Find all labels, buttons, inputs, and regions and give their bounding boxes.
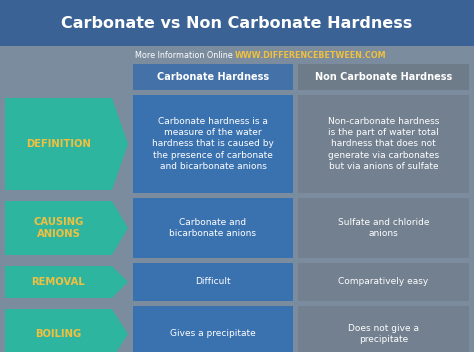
Text: CAUSING
ANIONS: CAUSING ANIONS xyxy=(33,217,84,239)
Text: More Information Online: More Information Online xyxy=(135,50,235,59)
Text: DEFINITION: DEFINITION xyxy=(26,139,91,149)
Text: Comparatively easy: Comparatively easy xyxy=(338,277,428,287)
Polygon shape xyxy=(5,266,128,298)
Text: Non Carbonate Hardness: Non Carbonate Hardness xyxy=(315,72,452,82)
Text: Gives a precipitate: Gives a precipitate xyxy=(170,329,256,339)
Text: Carbonate hardness is a
measure of the water
hardness that is caused by
the pres: Carbonate hardness is a measure of the w… xyxy=(152,117,274,171)
FancyBboxPatch shape xyxy=(298,306,469,352)
Text: Carbonate and
bicarbonate anions: Carbonate and bicarbonate anions xyxy=(170,218,256,238)
FancyBboxPatch shape xyxy=(133,263,293,301)
Text: Carbonate Hardness: Carbonate Hardness xyxy=(157,72,269,82)
Text: WWW.DIFFERENCEBETWEEN.COM: WWW.DIFFERENCEBETWEEN.COM xyxy=(235,50,387,59)
FancyBboxPatch shape xyxy=(298,198,469,258)
Text: BOILING: BOILING xyxy=(36,329,82,339)
Text: Sulfate and chloride
anions: Sulfate and chloride anions xyxy=(338,218,429,238)
FancyBboxPatch shape xyxy=(0,0,474,46)
FancyBboxPatch shape xyxy=(298,263,469,301)
Polygon shape xyxy=(5,98,128,190)
FancyBboxPatch shape xyxy=(298,64,469,90)
Text: REMOVAL: REMOVAL xyxy=(32,277,85,287)
Text: Difficult: Difficult xyxy=(195,277,231,287)
Polygon shape xyxy=(5,309,128,352)
FancyBboxPatch shape xyxy=(133,198,293,258)
Text: Does not give a
precipitate: Does not give a precipitate xyxy=(348,324,419,344)
Text: Carbonate vs Non Carbonate Hardness: Carbonate vs Non Carbonate Hardness xyxy=(61,15,413,31)
FancyBboxPatch shape xyxy=(133,95,293,193)
Polygon shape xyxy=(5,201,128,255)
Text: Non-carbonate hardness
is the part of water total
hardness that does not
generat: Non-carbonate hardness is the part of wa… xyxy=(328,117,439,171)
FancyBboxPatch shape xyxy=(133,64,293,90)
FancyBboxPatch shape xyxy=(133,306,293,352)
FancyBboxPatch shape xyxy=(298,95,469,193)
